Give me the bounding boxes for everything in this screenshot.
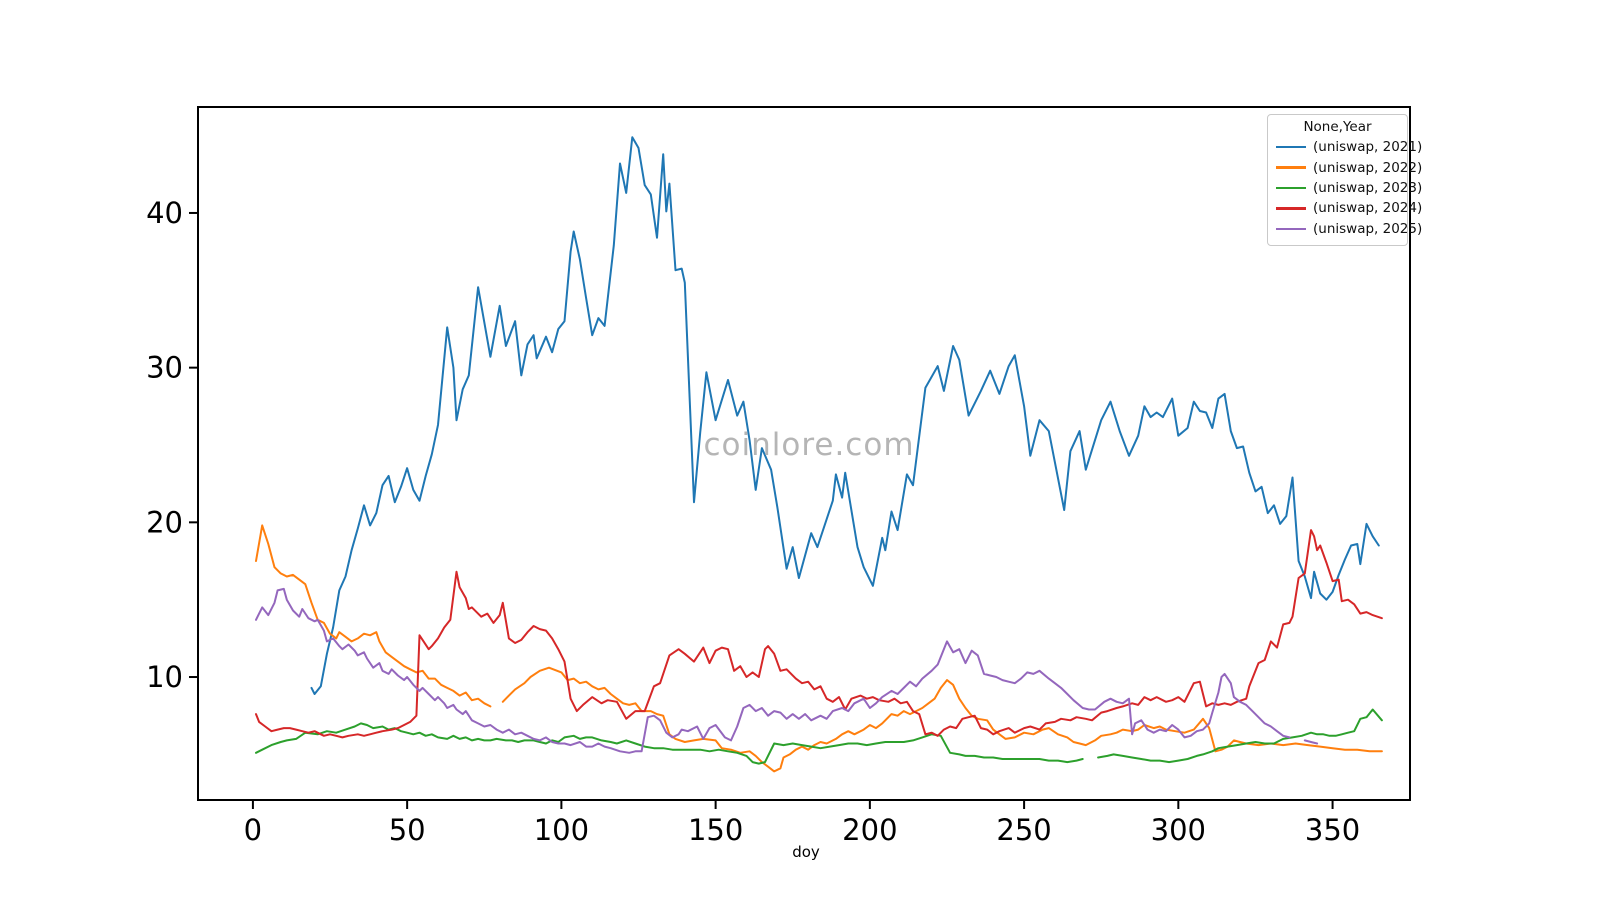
x-tick-label: 200 xyxy=(842,813,897,847)
legend-entry: (uniswap, 2021) xyxy=(1276,137,1422,157)
watermark: coinlore.com xyxy=(703,427,915,463)
legend-entry: (uniswap, 2023) xyxy=(1276,178,1422,198)
x-tick-label: 350 xyxy=(1305,813,1360,847)
y-tick-label: 40 xyxy=(146,196,183,230)
legend-entry: (uniswap, 2022) xyxy=(1276,157,1422,177)
x-tick-label: 150 xyxy=(688,813,743,847)
series-line-uniswap-2024 xyxy=(255,529,1383,739)
legend-line-swatch xyxy=(1276,145,1306,149)
x-tick-label: 300 xyxy=(1151,813,1206,847)
legend-label: (uniswap, 2022) xyxy=(1313,159,1423,176)
legend-label: (uniswap, 2023) xyxy=(1313,179,1423,196)
legend-line-swatch xyxy=(1276,166,1306,169)
y-tick-label: 20 xyxy=(146,505,183,539)
y-tick-label: 30 xyxy=(146,351,183,385)
series-line-uniswap-2022 xyxy=(255,524,1383,773)
series-line-uniswap-2025 xyxy=(255,587,1319,754)
legend-line-swatch xyxy=(1276,227,1306,230)
legend-label: (uniswap, 2021) xyxy=(1313,139,1423,156)
x-tick-label: 0 xyxy=(244,813,262,847)
plot-frame xyxy=(197,106,1411,801)
x-tick-label: 250 xyxy=(996,813,1051,847)
x-tick-label: 100 xyxy=(534,813,589,847)
legend-line-swatch xyxy=(1276,186,1306,190)
series-line-uniswap-2021 xyxy=(310,136,1380,695)
x-axis-label: doy xyxy=(792,843,820,861)
legend-line-swatch xyxy=(1276,207,1306,210)
x-tick-label: 50 xyxy=(389,813,426,847)
legend-entry: (uniswap, 2025) xyxy=(1276,219,1422,239)
series-line-uniswap-2023 xyxy=(255,708,1383,765)
legend-label: (uniswap, 2024) xyxy=(1313,200,1423,217)
legend: None,Year (uniswap, 2021) (uniswap, 2022)… xyxy=(1267,114,1422,246)
legend-title: None,Year xyxy=(1303,119,1372,135)
y-tick-label: 10 xyxy=(146,660,183,694)
legend-label: (uniswap, 2025) xyxy=(1313,220,1423,237)
legend-entry: (uniswap, 2024) xyxy=(1276,198,1422,218)
